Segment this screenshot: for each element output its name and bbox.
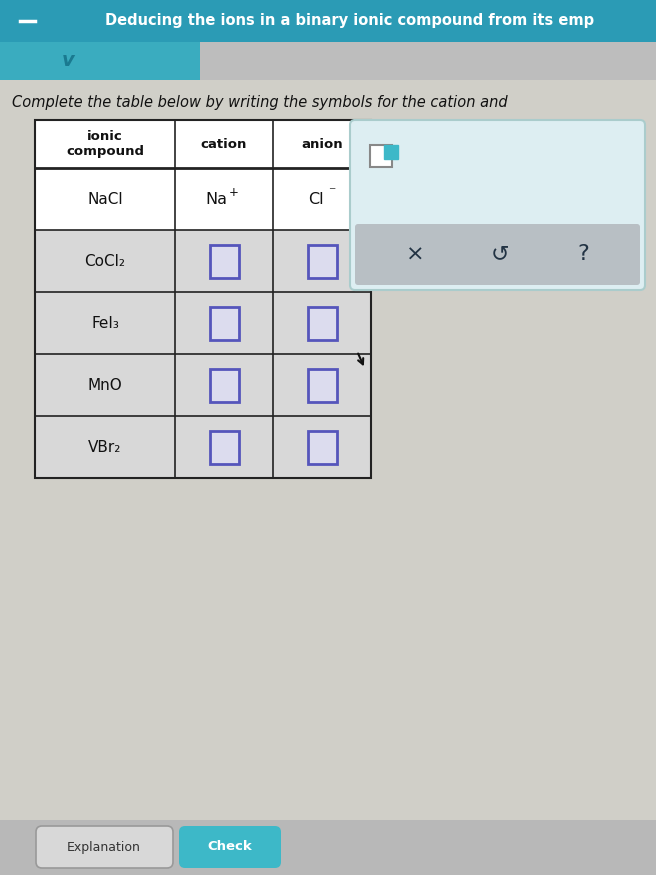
Text: Explanation: Explanation (67, 841, 141, 853)
Text: Cl: Cl (308, 192, 324, 206)
Text: v: v (62, 52, 74, 71)
Bar (0, 42, 200, 80)
Text: NaCl: NaCl (87, 192, 123, 206)
Bar (370, 145, 392, 167)
FancyBboxPatch shape (308, 306, 337, 340)
FancyBboxPatch shape (209, 430, 239, 464)
Text: VBr₂: VBr₂ (89, 439, 121, 454)
FancyBboxPatch shape (355, 224, 640, 285)
Bar (0, 820, 656, 875)
Bar (35, 230, 371, 292)
Text: Na: Na (205, 192, 227, 206)
Text: FeI₃: FeI₃ (91, 316, 119, 331)
Text: anion: anion (301, 137, 343, 150)
Text: Deducing the ions in a binary ionic compound from its emp: Deducing the ions in a binary ionic comp… (106, 13, 594, 29)
Bar (0, 0, 656, 42)
FancyBboxPatch shape (179, 826, 281, 868)
FancyBboxPatch shape (350, 120, 645, 290)
Text: ionic
compound: ionic compound (66, 130, 144, 158)
Bar (35, 120, 371, 478)
Bar (35, 354, 371, 416)
FancyBboxPatch shape (308, 368, 337, 402)
Text: Check: Check (208, 841, 253, 853)
Bar (35, 292, 371, 354)
Bar (35, 120, 371, 168)
FancyBboxPatch shape (308, 244, 337, 277)
FancyBboxPatch shape (209, 306, 239, 340)
FancyBboxPatch shape (209, 244, 239, 277)
FancyBboxPatch shape (209, 368, 239, 402)
Text: CoCl₂: CoCl₂ (85, 254, 125, 269)
Text: cation: cation (201, 137, 247, 150)
FancyBboxPatch shape (308, 430, 337, 464)
Text: ⁻: ⁻ (328, 185, 336, 199)
Text: ?: ? (577, 244, 589, 264)
Text: ↺: ↺ (491, 244, 509, 264)
Bar (35, 120, 371, 478)
Bar (384, 145, 398, 159)
Bar (35, 168, 371, 230)
Bar (0, 80, 656, 820)
FancyBboxPatch shape (36, 826, 173, 868)
Text: ×: × (405, 244, 424, 264)
Bar (358, 227, 637, 282)
Text: Complete the table below by writing the symbols for the cation and: Complete the table below by writing the … (12, 94, 508, 109)
Text: MnO: MnO (88, 377, 123, 393)
Bar (35, 416, 371, 478)
Text: +: + (229, 186, 239, 199)
